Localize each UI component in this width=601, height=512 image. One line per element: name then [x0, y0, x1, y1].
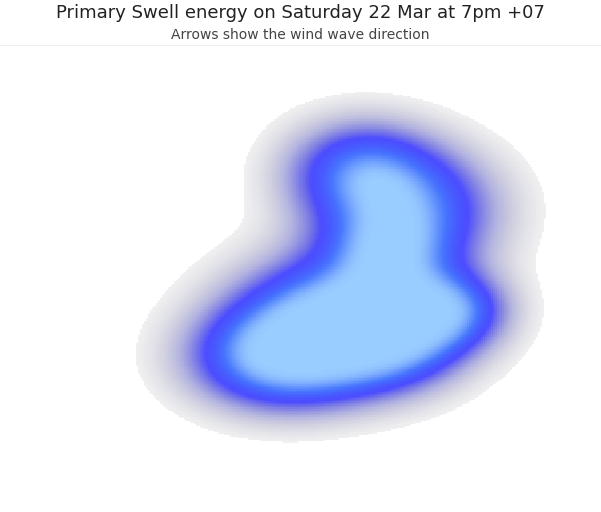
Text: Primary Swell energy on Saturday 22 Mar at 7pm +07: Primary Swell energy on Saturday 22 Mar …: [56, 4, 545, 22]
Text: Arrows show the wind wave direction: Arrows show the wind wave direction: [171, 28, 430, 41]
